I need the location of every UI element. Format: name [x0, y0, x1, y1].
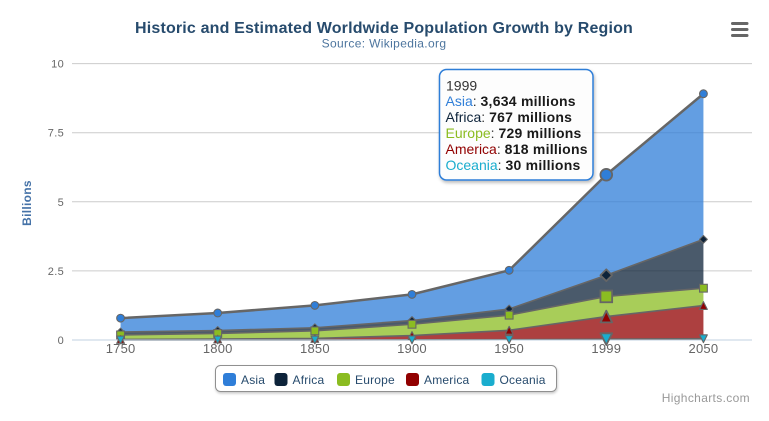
- svg-text:Africa: Africa: [293, 373, 325, 387]
- svg-text:Oceania: Oceania: [500, 373, 546, 387]
- svg-text:5: 5: [58, 197, 64, 209]
- svg-text:Europe: 729 millions: Europe: 729 millions: [446, 125, 582, 141]
- svg-text:Africa: 767 millions: Africa: 767 millions: [446, 109, 573, 125]
- svg-text:7.5: 7.5: [48, 128, 64, 140]
- svg-text:1950: 1950: [494, 341, 524, 356]
- svg-text:Asia: Asia: [241, 373, 265, 387]
- svg-text:1750: 1750: [106, 341, 136, 356]
- svg-text:America: 818 millions: America: 818 millions: [446, 141, 588, 157]
- svg-text:2.5: 2.5: [48, 266, 64, 278]
- svg-text:Asia: 3,634 millions: Asia: 3,634 millions: [446, 93, 576, 109]
- svg-text:America: America: [424, 373, 470, 387]
- svg-text:1900: 1900: [397, 341, 427, 356]
- svg-text:10: 10: [51, 59, 64, 71]
- svg-text:Highcharts.com: Highcharts.com: [662, 391, 750, 405]
- svg-text:1800: 1800: [203, 341, 233, 356]
- svg-text:Source: Wikipedia.org: Source: Wikipedia.org: [322, 37, 447, 51]
- svg-text:Billions: Billions: [20, 180, 34, 226]
- svg-text:2050: 2050: [689, 341, 719, 356]
- svg-text:1850: 1850: [300, 341, 330, 356]
- svg-text:Historic and Estimated Worldwi: Historic and Estimated Worldwide Populat…: [135, 20, 633, 37]
- svg-text:Europe: Europe: [355, 373, 395, 387]
- svg-text:1999: 1999: [591, 341, 621, 356]
- svg-text:1999: 1999: [446, 78, 477, 94]
- svg-text:Oceania: 30 millions: Oceania: 30 millions: [446, 157, 581, 173]
- svg-text:0: 0: [58, 335, 64, 347]
